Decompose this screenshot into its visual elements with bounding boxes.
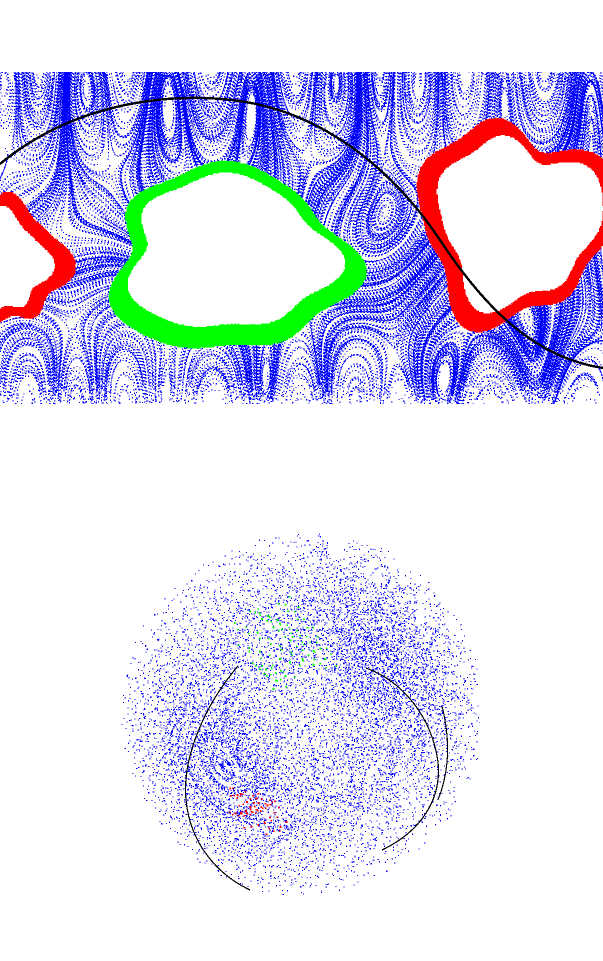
flat-projection-canvas [0,72,603,404]
torus-canvas [120,470,480,955]
panel-torus-3d [120,470,480,955]
panel-flat-projection [0,72,603,404]
